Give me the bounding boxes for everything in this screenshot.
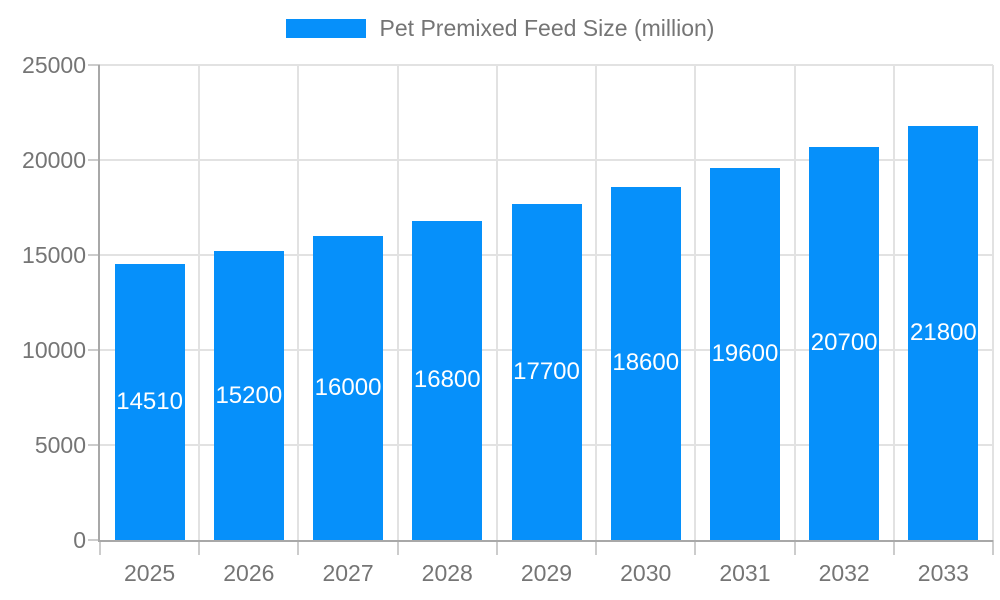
bar[interactable] (511, 203, 582, 540)
x-tick (297, 540, 300, 555)
bar[interactable] (114, 264, 185, 540)
y-tick (88, 159, 100, 161)
y-axis-label: 25000 (22, 52, 86, 78)
x-tick (694, 540, 697, 555)
x-axis-label: 2029 (520, 560, 573, 586)
x-axis-label: 2032 (818, 560, 870, 586)
x-tick (198, 540, 201, 555)
x-tick (99, 540, 101, 555)
y-axis-line (98, 65, 100, 542)
x-gridline (396, 65, 399, 540)
x-axis-label: 2026 (223, 560, 275, 586)
x-gridline (198, 65, 201, 540)
bar[interactable] (213, 251, 284, 540)
x-axis-label: 2025 (124, 560, 176, 586)
y-tick (88, 254, 100, 256)
x-axis-line (98, 540, 993, 542)
x-tick (793, 540, 796, 555)
x-axis-label: 2033 (917, 560, 969, 586)
x-gridline (892, 65, 895, 540)
y-tick (88, 539, 100, 541)
chart-legend[interactable]: Pet Premixed Feed Size (million) (0, 14, 1000, 42)
x-gridline (992, 65, 994, 540)
legend-label: Pet Premixed Feed Size (million) (379, 15, 715, 41)
x-gridline (297, 65, 300, 540)
y-axis-label: 10000 (22, 337, 86, 363)
y-axis-label: 0 (73, 527, 86, 553)
bar[interactable] (908, 125, 979, 540)
y-gridline (100, 64, 993, 66)
x-tick (495, 540, 498, 555)
x-gridline (595, 65, 598, 540)
x-gridline (495, 65, 498, 540)
y-axis-label: 5000 (34, 432, 86, 458)
x-gridline (793, 65, 796, 540)
legend-swatch (285, 18, 366, 38)
bar[interactable] (610, 186, 681, 540)
bar[interactable] (809, 146, 880, 540)
y-tick (88, 444, 100, 446)
x-axis-label: 2027 (322, 560, 374, 586)
y-tick (88, 64, 100, 66)
bar[interactable] (412, 220, 483, 540)
x-axis-label: 2030 (620, 560, 672, 586)
x-tick (595, 540, 598, 555)
bar[interactable] (709, 167, 780, 540)
bar[interactable] (313, 236, 384, 540)
y-axis-label: 15000 (22, 242, 86, 268)
x-gridline (694, 65, 697, 540)
x-axis-label: 2031 (719, 560, 771, 586)
x-tick (892, 540, 895, 555)
x-axis-label: 2028 (421, 560, 473, 586)
x-tick (396, 540, 399, 555)
x-tick (992, 540, 994, 555)
y-tick (88, 349, 100, 351)
y-axis-label: 20000 (22, 147, 86, 173)
